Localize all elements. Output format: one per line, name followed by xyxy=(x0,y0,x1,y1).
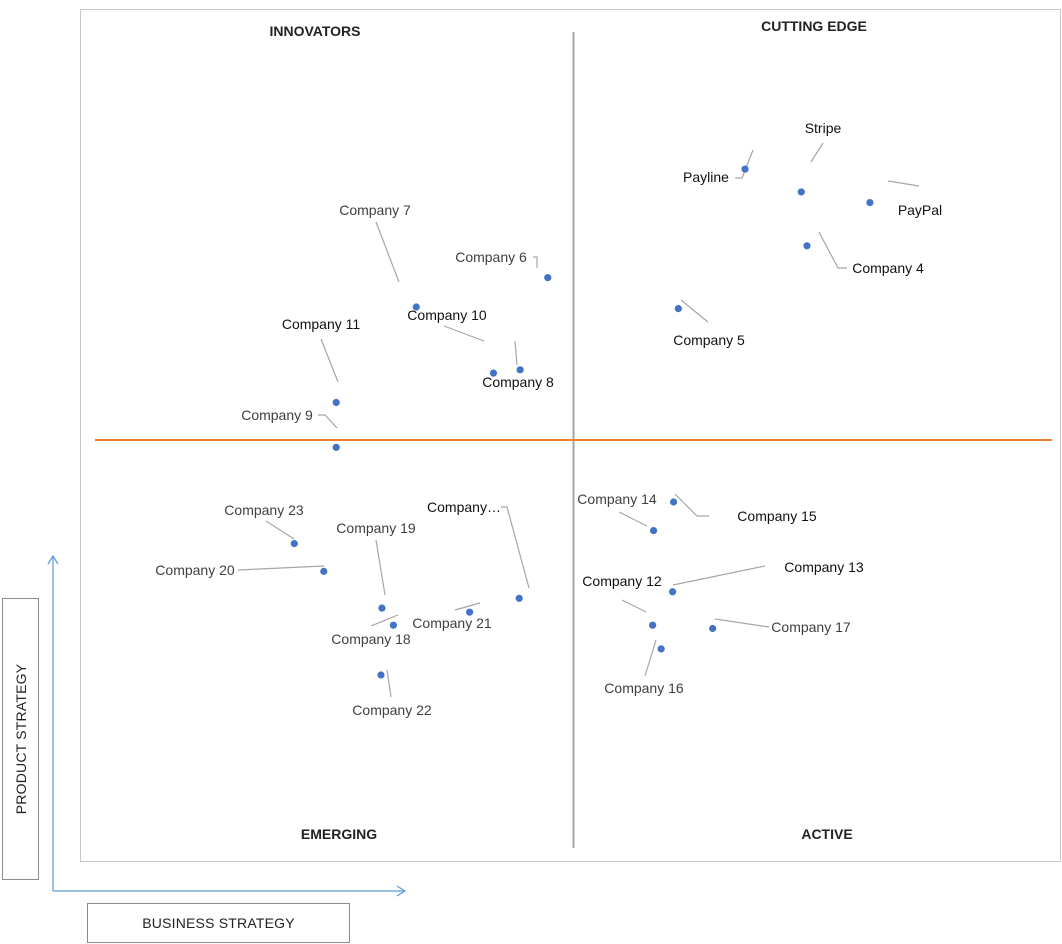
point-5-label: Company 5 xyxy=(673,332,745,348)
point-10-label: Company 10 xyxy=(407,307,487,323)
point-6-label: Company 6 xyxy=(455,249,527,265)
quadrant-label-innovators: INNOVATORS xyxy=(269,23,360,39)
x-axis-label: BUSINESS STRATEGY xyxy=(142,915,295,931)
quadrant-label-emerging: EMERGING xyxy=(301,826,377,842)
axis-arrows xyxy=(47,554,407,897)
leader-line-16 xyxy=(644,639,657,677)
point-24-marker xyxy=(515,594,523,602)
point-23-marker xyxy=(290,540,298,548)
point-20-marker xyxy=(320,567,328,575)
point-19-marker xyxy=(378,604,386,612)
leader-line-22 xyxy=(386,669,392,698)
point-22-marker xyxy=(377,671,385,679)
leader-line-11 xyxy=(320,338,339,383)
point-16-marker xyxy=(657,645,665,653)
point-22-label: Company 22 xyxy=(352,702,432,718)
leader-line-1 xyxy=(810,142,824,163)
point-11-label: Company 11 xyxy=(282,316,361,332)
leader-line-3 xyxy=(887,180,920,187)
point-2-label: Payline xyxy=(683,169,729,185)
point-2-marker xyxy=(741,165,749,173)
y-axis-arrow-head xyxy=(47,554,59,565)
quadrant-label-active: ACTIVE xyxy=(801,826,852,842)
point-20-label: Company 20 xyxy=(155,562,235,578)
x-axis-arrow-head xyxy=(396,885,407,897)
leader-line-14 xyxy=(618,511,648,527)
point-3-marker xyxy=(866,198,874,207)
leader-line-23 xyxy=(265,520,295,540)
leader-line-7 xyxy=(375,221,400,283)
leader-line-18 xyxy=(370,614,399,627)
point-24-label: Company… xyxy=(427,499,501,515)
point-17-label: Company 17 xyxy=(771,619,851,635)
leader-line-4 xyxy=(818,231,847,269)
point-labels: Stripe Payline PayPal Company 4 Company 5 Com… xyxy=(155,120,942,718)
plot-frame xyxy=(80,9,1061,862)
leader-line-24 xyxy=(501,506,530,589)
point-17-marker xyxy=(709,624,717,633)
point-4-marker xyxy=(803,242,811,250)
leader-line-10 xyxy=(443,325,485,342)
y-axis-label: PRODUCT STRATEGY xyxy=(12,663,29,815)
quadrant-label-cutting-edge: CUTTING EDGE xyxy=(761,18,867,34)
point-16-label: Company 16 xyxy=(604,680,684,696)
point-21-marker xyxy=(466,608,474,616)
point-9-marker xyxy=(332,443,340,451)
y-axis-label-box: PRODUCT STRATEGY xyxy=(2,598,39,880)
point-11-marker xyxy=(332,398,340,407)
leader-line-2 xyxy=(735,149,754,179)
point-1-label: Stripe xyxy=(805,120,842,136)
leader-line-8 xyxy=(514,340,518,366)
point-6-marker xyxy=(544,274,552,282)
point-15-marker xyxy=(669,498,678,506)
point-4-label: Company 4 xyxy=(852,260,924,276)
point-7-marker xyxy=(412,303,420,311)
leader-lines xyxy=(237,142,920,698)
leader-line-5 xyxy=(680,299,709,323)
leader-line-19 xyxy=(375,539,386,596)
leader-line-21 xyxy=(454,602,481,611)
leader-line-6 xyxy=(533,256,538,268)
point-8-marker xyxy=(516,366,524,374)
leader-line-15 xyxy=(674,493,709,517)
point-12-marker xyxy=(648,621,657,629)
point-19-label: Company 19 xyxy=(336,520,416,536)
point-1-marker xyxy=(797,188,805,196)
point-21-label: Company 21 xyxy=(412,615,492,631)
leader-line-13 xyxy=(672,565,766,586)
point-3-label: PayPal xyxy=(898,202,942,218)
point-5-marker xyxy=(674,305,682,313)
point-18-label: Company 18 xyxy=(331,631,411,647)
point-18-marker xyxy=(389,621,397,629)
x-axis-label-box: BUSINESS STRATEGY xyxy=(87,903,350,943)
point-13-marker xyxy=(669,588,677,596)
leader-line-20 xyxy=(237,565,325,571)
point-23-label: Company 23 xyxy=(224,502,304,518)
point-10-marker xyxy=(489,369,498,377)
point-8-label: Company 8 xyxy=(482,374,554,390)
point-14-marker xyxy=(649,526,658,535)
point-13-label: Company 13 xyxy=(784,559,864,575)
point-9-label: Company 9 xyxy=(241,407,313,423)
leader-line-9 xyxy=(318,414,338,429)
leader-line-12 xyxy=(621,599,647,613)
leader-line-17 xyxy=(714,618,770,628)
point-14-label: Company 14 xyxy=(577,491,657,507)
data-points xyxy=(290,165,874,679)
point-7-label: Company 7 xyxy=(339,202,411,218)
point-12-label: Company 12 xyxy=(582,573,662,589)
point-15-label: Company 15 xyxy=(737,508,817,524)
